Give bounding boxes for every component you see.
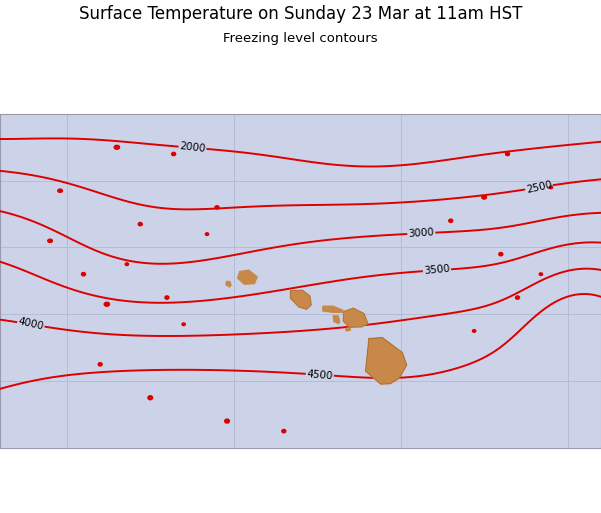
Polygon shape [346, 328, 350, 331]
Text: 4000: 4000 [17, 317, 44, 332]
Polygon shape [225, 419, 230, 423]
Polygon shape [449, 219, 453, 223]
Polygon shape [47, 239, 52, 243]
Polygon shape [505, 152, 510, 155]
Polygon shape [290, 290, 311, 309]
Polygon shape [182, 323, 185, 326]
Polygon shape [148, 396, 153, 400]
Polygon shape [365, 338, 407, 384]
Polygon shape [238, 270, 257, 284]
Polygon shape [472, 330, 476, 332]
Text: Freezing level contours: Freezing level contours [223, 31, 378, 45]
Polygon shape [499, 252, 503, 256]
Polygon shape [114, 145, 120, 149]
Text: 2000: 2000 [179, 141, 206, 154]
Polygon shape [165, 296, 169, 299]
Polygon shape [282, 429, 286, 433]
Polygon shape [516, 296, 519, 299]
Polygon shape [82, 272, 85, 276]
Text: 3000: 3000 [408, 227, 435, 239]
Polygon shape [138, 223, 142, 226]
Polygon shape [549, 186, 552, 189]
Text: 2500: 2500 [525, 180, 553, 195]
Polygon shape [172, 152, 175, 155]
Polygon shape [343, 308, 368, 327]
Polygon shape [215, 206, 219, 209]
Polygon shape [482, 196, 486, 199]
Polygon shape [539, 273, 543, 275]
Polygon shape [206, 233, 209, 235]
Polygon shape [226, 282, 231, 287]
Text: 3500: 3500 [423, 264, 450, 277]
Polygon shape [125, 263, 129, 266]
Polygon shape [323, 306, 343, 312]
Polygon shape [58, 189, 63, 192]
Polygon shape [98, 363, 102, 366]
Text: Surface Temperature on Sunday 23 Mar at 11am HST: Surface Temperature on Sunday 23 Mar at … [79, 5, 522, 23]
Text: 4500: 4500 [307, 368, 334, 381]
Polygon shape [104, 302, 109, 306]
Polygon shape [333, 316, 340, 324]
